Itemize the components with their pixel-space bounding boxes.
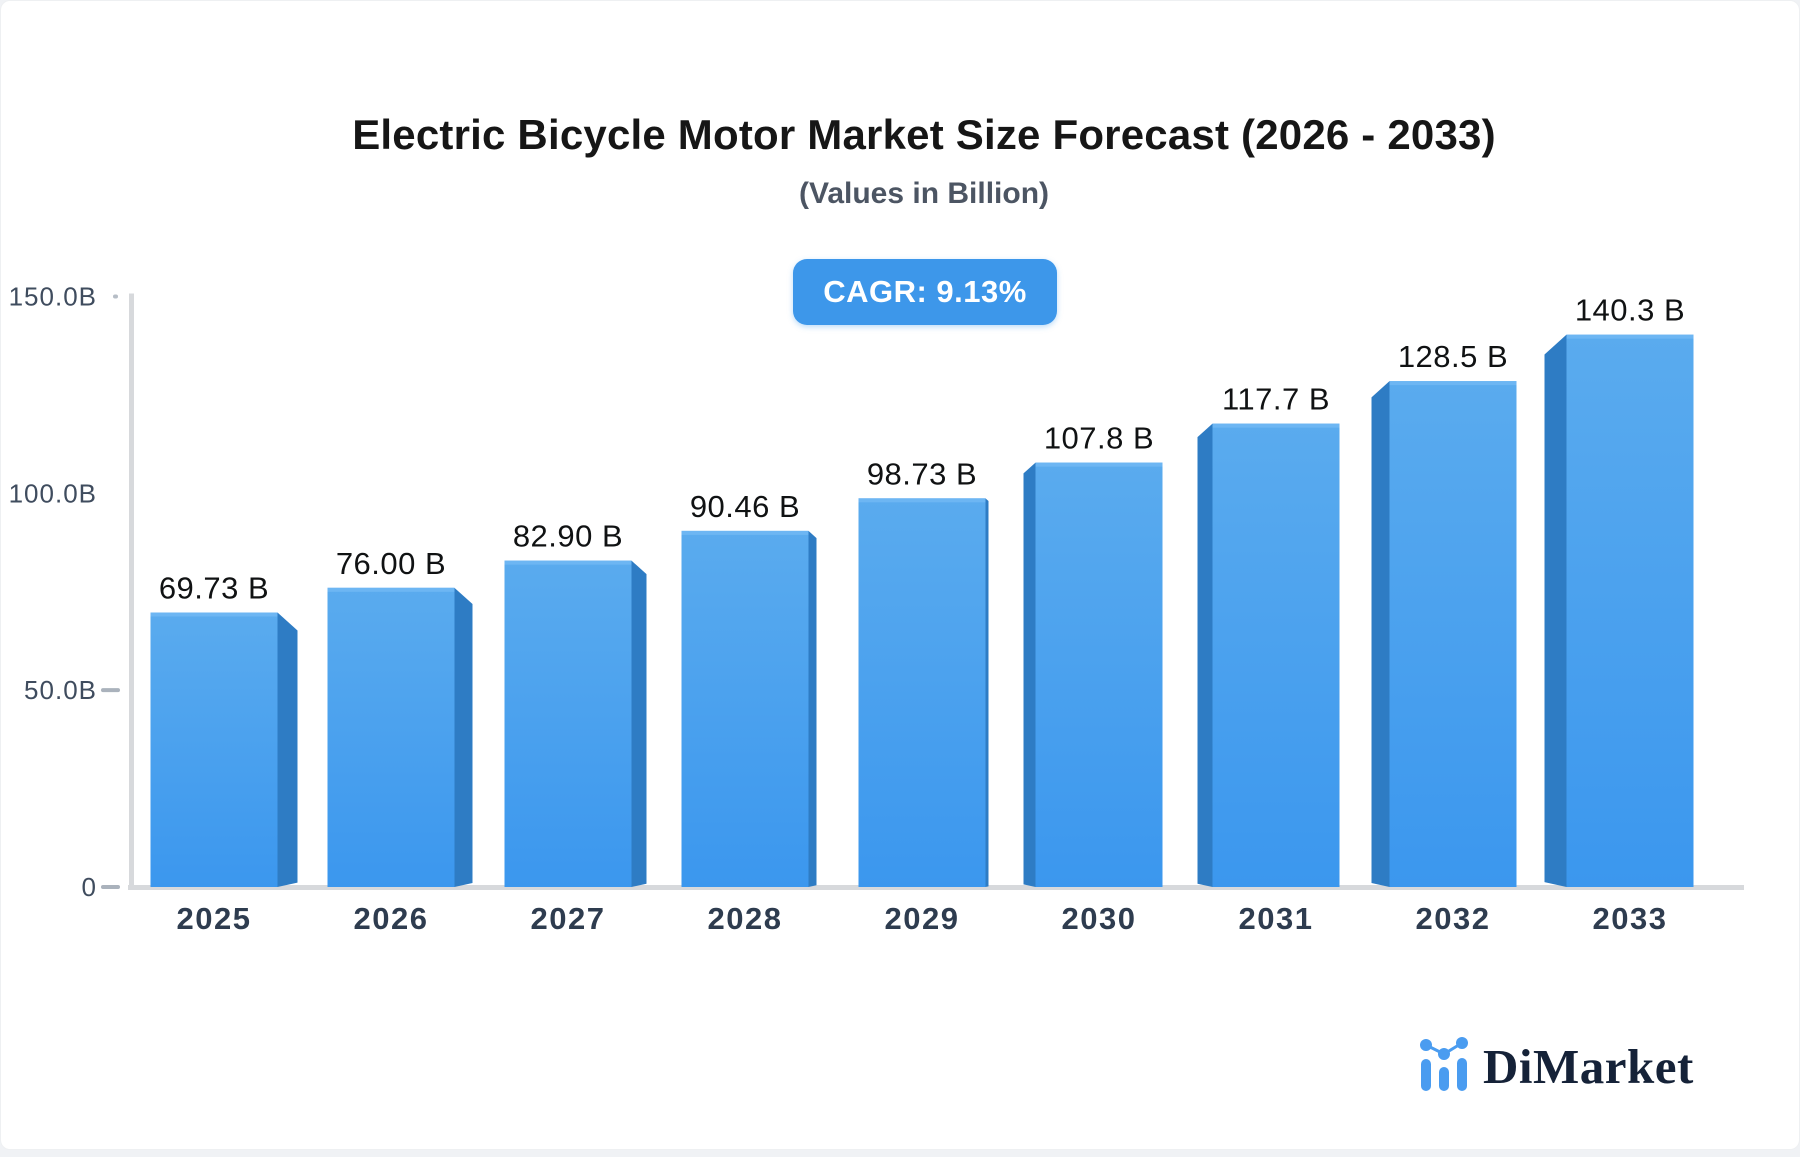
bar-2033: 140.3 B 2033: [1544, 293, 1694, 936]
bar-value-label: 107.8 B: [1044, 421, 1154, 456]
bar-side-face: [1371, 381, 1390, 887]
brand-logo: DiMarket: [1419, 1037, 1694, 1091]
bar-side-face: [1544, 334, 1567, 887]
bar-2030: 107.8 B 2030: [1023, 421, 1163, 936]
x-tick-label: 2025: [177, 901, 252, 936]
bar-front-face: [1212, 423, 1340, 887]
bar-front-face: [504, 560, 632, 887]
y-tick-label: 100.0B: [9, 478, 97, 508]
bar-2025: 69.73 B 2025: [150, 570, 298, 936]
bar-side-face: [1023, 462, 1036, 887]
bar-front-face: [858, 498, 986, 887]
y-tick-mark: [101, 885, 120, 889]
bar-value-label: 76.00 B: [336, 546, 446, 581]
x-axis-line: [128, 885, 1744, 890]
x-tick-label: 2028: [708, 901, 783, 936]
x-tick-label: 2032: [1416, 901, 1491, 936]
bar-value-label: 98.73 B: [867, 456, 977, 491]
x-tick-label: 2031: [1239, 901, 1314, 936]
bar-side-face: [985, 498, 989, 887]
bar-front-face: [1566, 334, 1694, 887]
bar-front-face: [150, 612, 278, 887]
bar-value-label: 82.90 B: [513, 519, 623, 554]
x-tick-label: 2033: [1593, 901, 1668, 936]
bar-top-highlight: [150, 612, 278, 617]
y-tick-label: 150.0B: [9, 282, 97, 312]
bar-2027: 82.90 B 2027: [504, 519, 647, 936]
bar-2028: 90.46 B 2028: [681, 489, 817, 936]
bar-front-face: [1389, 381, 1517, 887]
bar-side-face: [631, 560, 647, 887]
y-axis-line: [129, 293, 134, 890]
x-tick-label: 2026: [354, 901, 429, 936]
chart-header: Electric Bicycle Motor Market Size Forec…: [49, 1, 1799, 211]
bar-value-label: 140.3 B: [1575, 293, 1685, 328]
bar-value-label: 117.7 B: [1222, 382, 1330, 417]
x-tick-label: 2030: [1062, 901, 1137, 936]
bar-top-highlight: [681, 530, 809, 535]
y-tick-mark: [113, 294, 118, 299]
x-tick-label: 2027: [531, 901, 606, 936]
bar-front-face: [681, 530, 809, 887]
bar-side-face: [277, 612, 298, 887]
bar-2026: 76.00 B 2026: [327, 546, 473, 936]
bar-top-highlight: [327, 587, 455, 592]
bar-front-face: [1035, 462, 1163, 887]
bar-top-highlight: [1035, 462, 1163, 467]
bar-front-face: [327, 587, 455, 887]
cagr-badge: CAGR: 9.13%: [793, 259, 1057, 325]
cagr-badge-label: CAGR: 9.13%: [823, 274, 1027, 309]
bar-2029: 98.73 B 2029: [858, 456, 989, 936]
bar-top-highlight: [1389, 381, 1517, 386]
y-tick-label: 0: [82, 872, 97, 902]
bar-value-label: 128.5 B: [1398, 339, 1508, 374]
bar-side-face: [1197, 423, 1213, 887]
chart-subtitle: (Values in Billion): [798, 177, 1050, 210]
bar-value-label: 90.46 B: [690, 489, 800, 524]
bar-value-label: 69.73 B: [159, 570, 269, 605]
bar-top-highlight: [504, 560, 632, 565]
bar-top-highlight: [1566, 334, 1694, 339]
bar-2032: 128.5 B 2032: [1371, 339, 1517, 936]
chart-title: Electric Bicycle Motor Market Size Forec…: [352, 111, 1496, 158]
y-tick-label: 50.0B: [24, 675, 97, 705]
brand-logo-text: DiMarket: [1483, 1039, 1694, 1094]
bar-top-highlight: [858, 498, 986, 503]
brand-logo-icon: [1420, 1037, 1468, 1091]
bar-side-face: [808, 530, 817, 887]
bar-top-highlight: [1212, 423, 1340, 428]
y-tick-mark: [101, 688, 120, 693]
bar-side-face: [454, 587, 473, 887]
bar-2031: 117.7 B 2031: [1197, 382, 1340, 936]
x-tick-label: 2029: [885, 901, 960, 936]
